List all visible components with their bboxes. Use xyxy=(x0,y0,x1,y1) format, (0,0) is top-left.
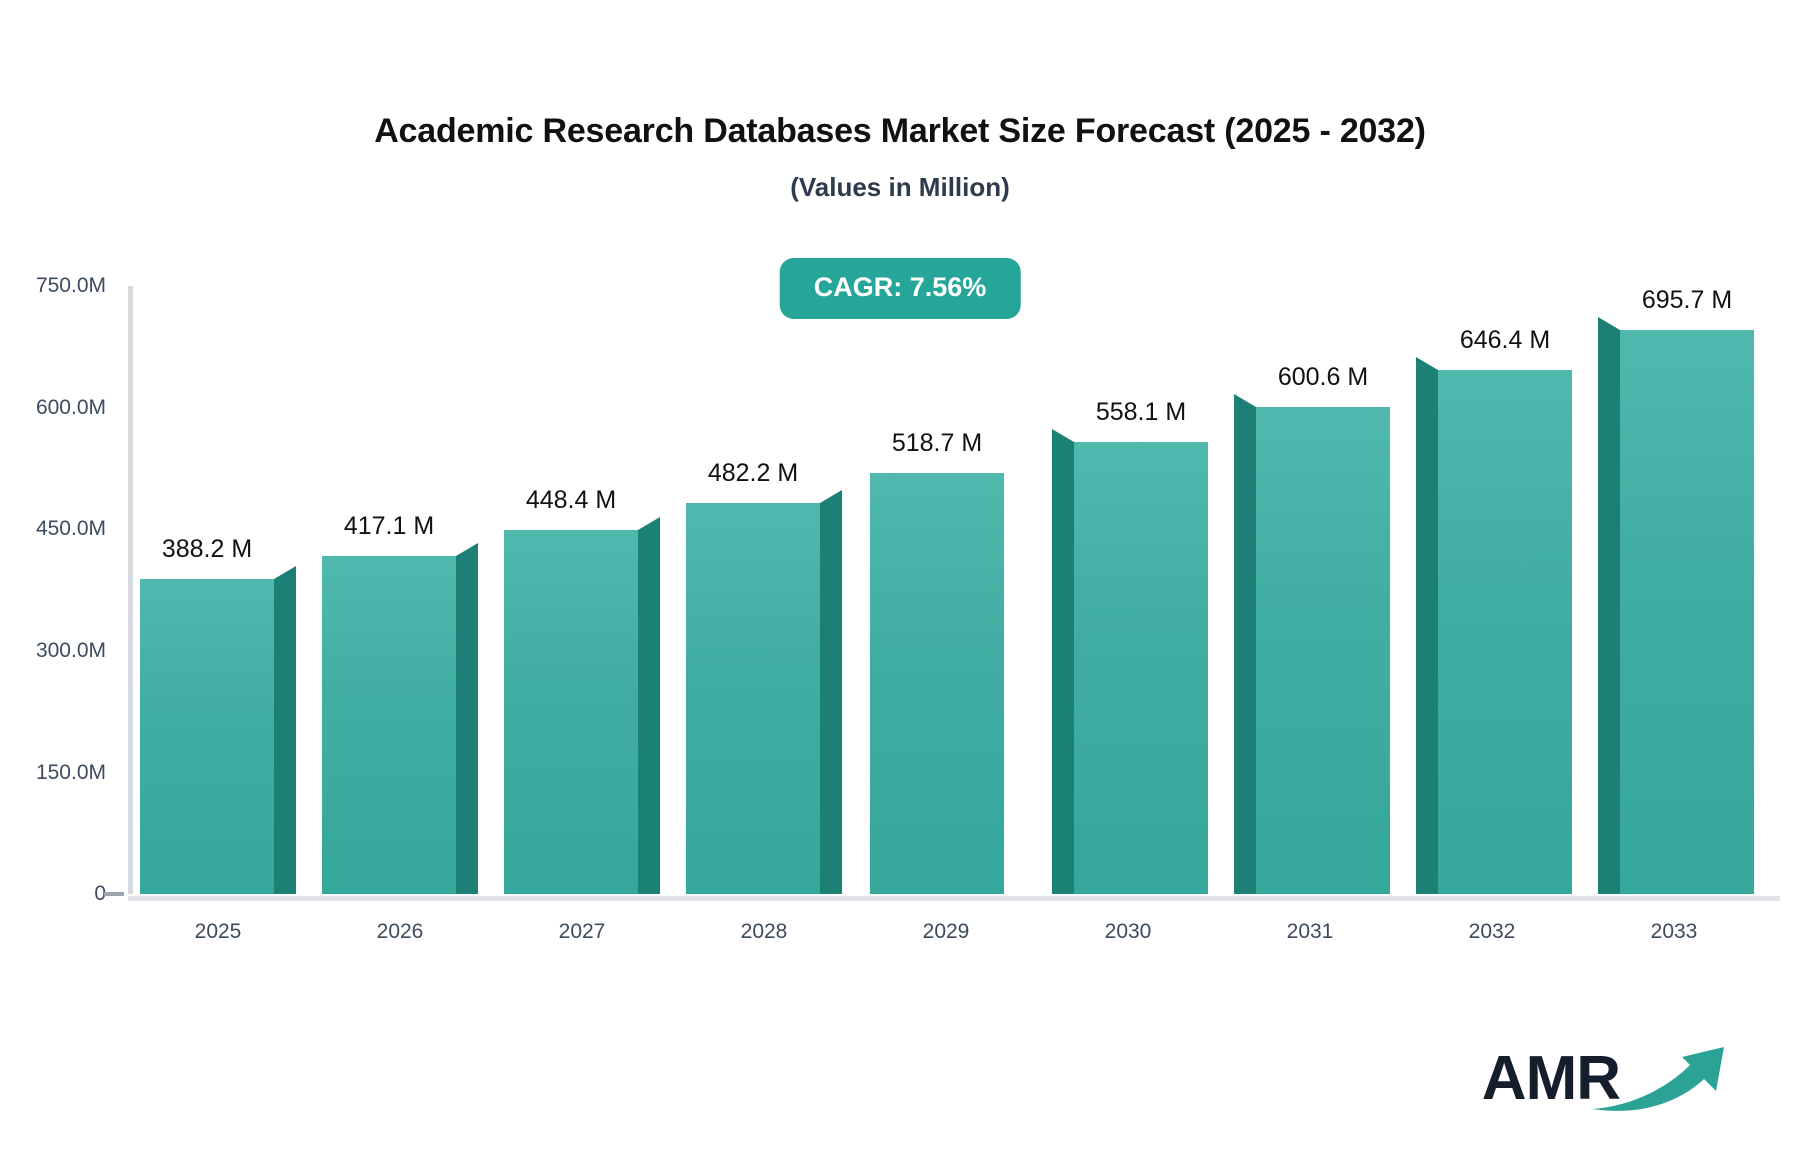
bar-value-label-2033: 695.7 M xyxy=(1641,286,1733,314)
x-axis-tick-2029: 2029 xyxy=(922,920,970,943)
x-axis-tick-2026: 2026 xyxy=(376,920,424,943)
bar-value-label-2028: 482.2 M xyxy=(707,459,799,487)
bar-side-2033 xyxy=(1598,317,1620,894)
plot-area: 388.2 M 417.1 M 448.4 M 482.2 M 518.7 M xyxy=(128,286,1780,901)
bar-side-2032 xyxy=(1416,357,1438,894)
x-axis-tick-2031: 2031 xyxy=(1286,920,1334,943)
bar-side-2030 xyxy=(1052,429,1074,894)
amr-logo: AMR xyxy=(1482,1043,1740,1114)
amr-logo-text: AMR xyxy=(1481,1043,1621,1113)
page-title: Academic Research Databases Market Size … xyxy=(374,112,1426,150)
y-axis-tick-0: 0 xyxy=(94,882,106,905)
x-axis-tick-2028: 2028 xyxy=(740,920,788,943)
bar-face-2027 xyxy=(504,530,638,894)
bar-side-2028 xyxy=(820,490,842,894)
y-axis-tick-750: 750.0M xyxy=(35,274,106,297)
bar-side-2025 xyxy=(274,566,296,894)
bar-face-2031 xyxy=(1256,407,1390,894)
bar-face-2028 xyxy=(686,503,820,894)
y-axis-tick-600: 600.0M xyxy=(35,396,106,419)
bar-side-2026 xyxy=(456,543,478,894)
x-axis-tick-2030: 2030 xyxy=(1104,920,1152,943)
bar-face-2026 xyxy=(322,556,456,894)
bar-face-2030 xyxy=(1074,442,1208,894)
x-axis-tick-2032: 2032 xyxy=(1468,920,1516,943)
bar-value-label-2031: 600.6 M xyxy=(1277,363,1369,391)
cagr-badge: CAGR: 7.56% xyxy=(779,258,1021,319)
bar-value-label-2026: 417.1 M xyxy=(343,512,435,540)
x-axis-tick-2025: 2025 xyxy=(194,920,242,943)
y-axis-zero-tick-mark xyxy=(104,892,124,896)
bar-face-2033 xyxy=(1620,330,1754,894)
bar-value-label-2032: 646.4 M xyxy=(1459,326,1551,354)
bar-side-2027 xyxy=(638,517,660,894)
bar-face-2025 xyxy=(140,579,274,894)
bar-value-label-2029: 518.7 M xyxy=(891,429,983,457)
y-axis-tick-450: 450.0M xyxy=(35,517,106,540)
bar-face-2032 xyxy=(1438,370,1572,894)
growth-arrow-icon xyxy=(1590,1043,1740,1120)
x-axis-line xyxy=(128,896,1780,901)
x-axis-tick-2033: 2033 xyxy=(1650,920,1698,943)
y-axis-tick-150: 150.0M xyxy=(35,761,106,784)
x-axis-tick-2027: 2027 xyxy=(558,920,606,943)
bar-value-label-2027: 448.4 M xyxy=(525,486,617,514)
y-axis-tick-300: 300.0M xyxy=(35,639,106,662)
bar-value-label-2025: 388.2 M xyxy=(161,535,253,563)
y-axis-line xyxy=(128,286,133,894)
bar-face-2029 xyxy=(870,473,1004,894)
bar-side-2031 xyxy=(1234,394,1256,894)
bar-value-label-2030: 558.1 M xyxy=(1095,398,1187,426)
chart-subtitle: (Values in Million) xyxy=(790,172,1010,202)
